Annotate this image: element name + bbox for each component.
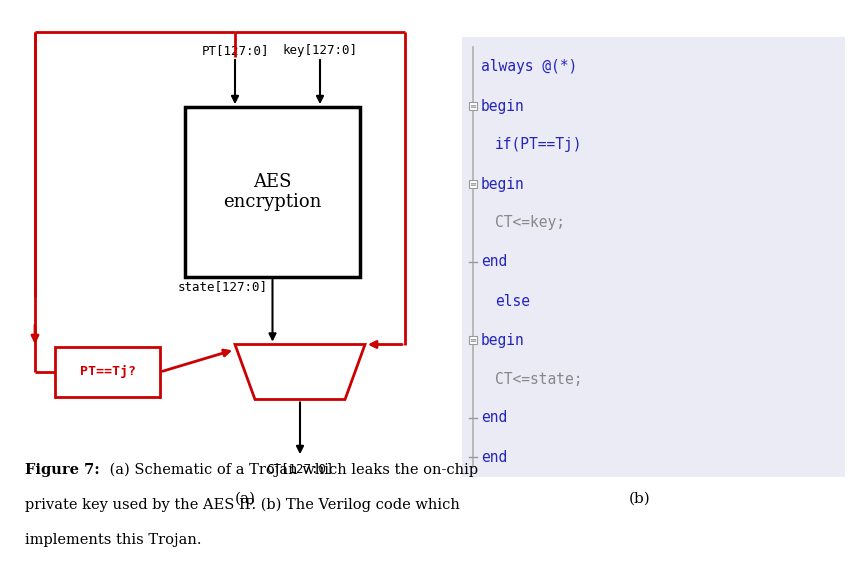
Text: PT==Tj?: PT==Tj? xyxy=(80,366,135,379)
Text: CT<=state;: CT<=state; xyxy=(495,371,582,387)
Text: end: end xyxy=(481,411,507,425)
Text: ≡: ≡ xyxy=(469,336,476,345)
Text: else: else xyxy=(495,294,530,308)
Text: ≡: ≡ xyxy=(469,180,476,188)
Bar xyxy=(469,180,477,188)
Text: begin: begin xyxy=(481,176,525,192)
Bar xyxy=(55,347,160,397)
Text: end: end xyxy=(481,255,507,269)
Text: end: end xyxy=(481,450,507,464)
Text: key[127:0]: key[127:0] xyxy=(282,44,357,57)
Text: private key used by the AES IP. (b) The Verilog code which: private key used by the AES IP. (b) The … xyxy=(25,498,460,512)
Bar xyxy=(469,102,477,110)
Text: (a) Schematic of a Trojan which leaks the on-chip: (a) Schematic of a Trojan which leaks th… xyxy=(104,463,478,477)
Text: (a): (a) xyxy=(234,492,256,506)
Text: begin: begin xyxy=(481,332,525,348)
Bar xyxy=(462,37,845,477)
Text: AES
encryption: AES encryption xyxy=(223,172,321,211)
Text: if(PT==Tj): if(PT==Tj) xyxy=(495,138,582,153)
Bar xyxy=(185,107,360,277)
Text: ≡: ≡ xyxy=(469,101,476,111)
Text: implements this Trojan.: implements this Trojan. xyxy=(25,533,202,547)
Text: CT<=key;: CT<=key; xyxy=(495,215,565,231)
Text: state[127:0]: state[127:0] xyxy=(178,280,268,293)
Text: always @(*): always @(*) xyxy=(481,60,577,74)
Text: PT[127:0]: PT[127:0] xyxy=(201,44,268,57)
Text: begin: begin xyxy=(481,99,525,113)
Text: CT[127:0]: CT[127:0] xyxy=(266,462,333,475)
Text: (b): (b) xyxy=(629,492,651,506)
Text: Figure 7:: Figure 7: xyxy=(25,463,100,477)
Bar xyxy=(469,336,477,344)
Polygon shape xyxy=(235,345,365,400)
